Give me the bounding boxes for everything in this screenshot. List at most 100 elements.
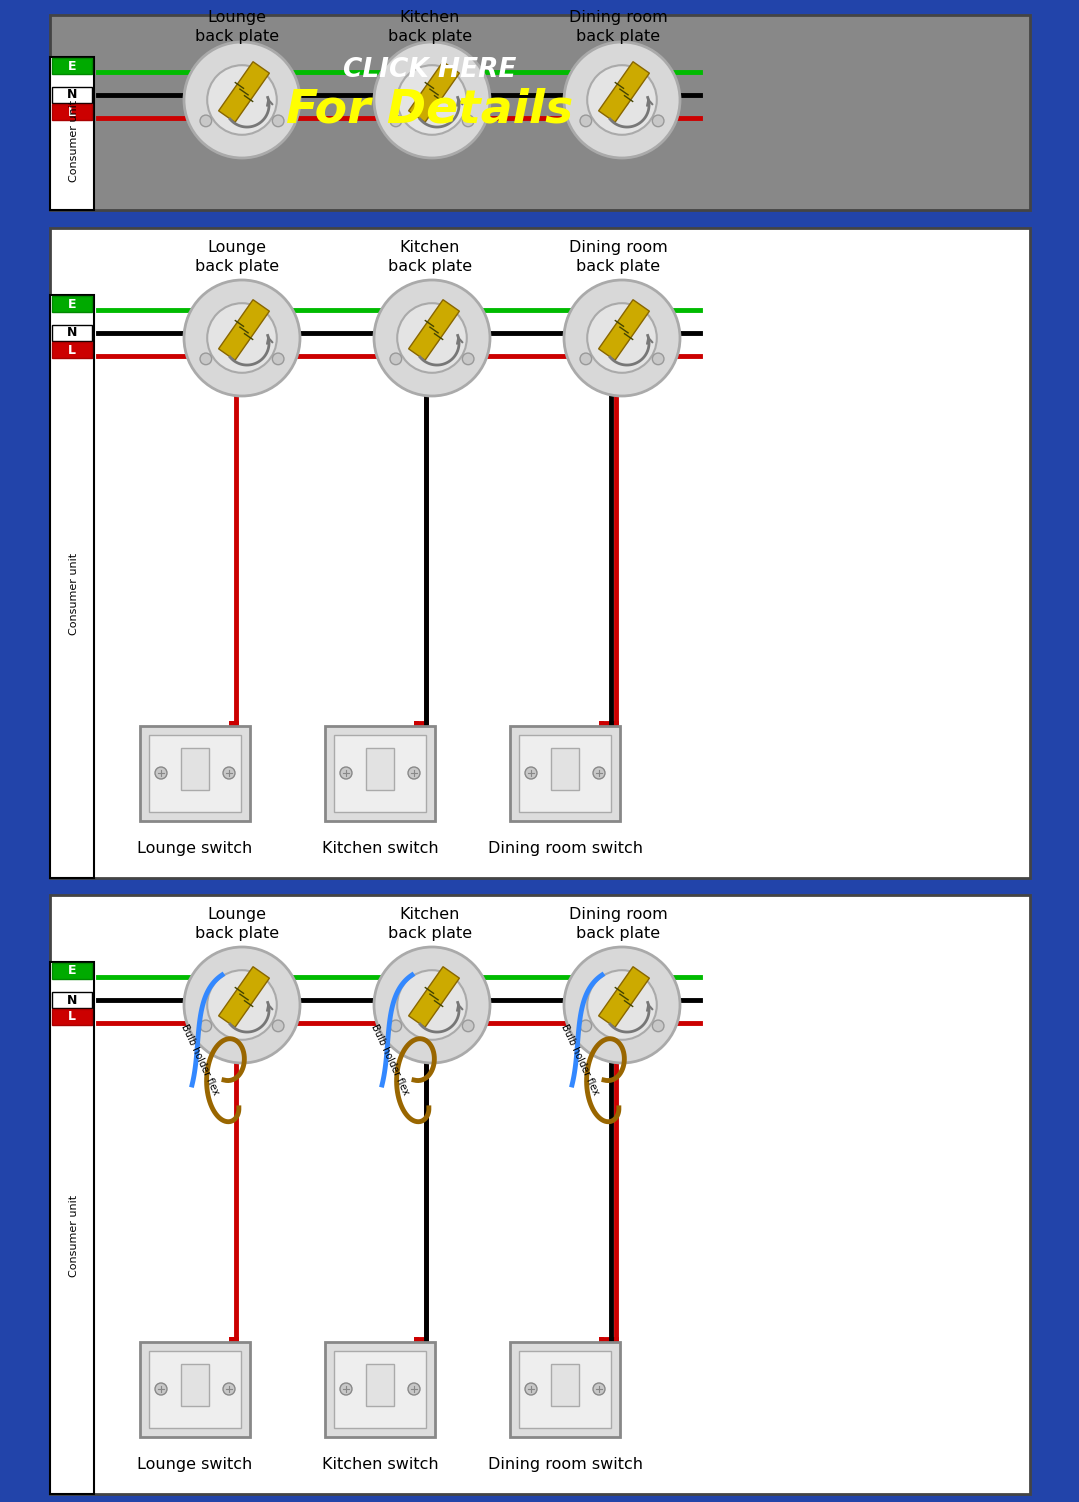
Text: L: L [68, 344, 76, 356]
Bar [325, 1341, 435, 1436]
Text: Consumer unit: Consumer unit [69, 1194, 79, 1277]
Polygon shape [409, 967, 460, 1027]
Text: Lounge
back plate: Lounge back plate [195, 11, 279, 44]
Text: E: E [68, 60, 77, 72]
Polygon shape [219, 967, 270, 1027]
Circle shape [390, 116, 401, 126]
Circle shape [235, 93, 249, 107]
Bar [140, 725, 250, 820]
Text: Bulb holder flex: Bulb holder flex [559, 1023, 601, 1096]
Circle shape [653, 116, 664, 126]
Bar [52, 324, 92, 341]
Circle shape [653, 1020, 664, 1032]
Bar [50, 57, 94, 210]
Circle shape [200, 116, 211, 126]
Text: Lounge switch: Lounge switch [137, 1457, 252, 1472]
Bar [334, 1350, 426, 1427]
Circle shape [200, 353, 211, 365]
Circle shape [185, 42, 300, 158]
Text: L: L [68, 105, 76, 119]
Circle shape [223, 1383, 235, 1395]
Circle shape [340, 1383, 352, 1395]
Circle shape [155, 1383, 167, 1395]
Text: E: E [68, 964, 77, 978]
Polygon shape [599, 300, 650, 360]
Bar [366, 1364, 394, 1406]
Circle shape [374, 946, 490, 1063]
Text: Dining room switch: Dining room switch [488, 841, 642, 856]
Circle shape [155, 768, 167, 780]
Text: N: N [67, 89, 78, 102]
Bar [52, 1009, 92, 1024]
Bar [52, 59, 92, 74]
Text: Lounge
back plate: Lounge back plate [195, 240, 279, 273]
Circle shape [408, 1383, 420, 1395]
Circle shape [615, 93, 629, 107]
Bar [551, 1364, 579, 1406]
Bar [52, 342, 92, 357]
Bar [50, 15, 1030, 210]
Circle shape [564, 42, 680, 158]
Circle shape [587, 970, 657, 1039]
Bar [510, 1341, 620, 1436]
Circle shape [564, 279, 680, 397]
Circle shape [235, 997, 249, 1012]
Circle shape [463, 116, 474, 126]
Bar [52, 963, 92, 979]
Text: Lounge switch: Lounge switch [137, 841, 252, 856]
Circle shape [525, 1383, 537, 1395]
Text: Lounge
back plate: Lounge back plate [195, 907, 279, 940]
Text: Dining room switch: Dining room switch [488, 1457, 642, 1472]
Circle shape [272, 353, 284, 365]
Polygon shape [409, 62, 460, 122]
Bar [334, 734, 426, 811]
Text: Kitchen switch: Kitchen switch [322, 1457, 438, 1472]
Bar [50, 895, 1030, 1494]
Circle shape [463, 1020, 474, 1032]
Text: For Details: For Details [286, 87, 574, 132]
Text: N: N [67, 993, 78, 1006]
Circle shape [587, 65, 657, 135]
Text: Kitchen
back plate: Kitchen back plate [388, 907, 473, 940]
Circle shape [593, 1383, 605, 1395]
Circle shape [223, 768, 235, 780]
Circle shape [207, 303, 277, 372]
Circle shape [653, 353, 664, 365]
Bar [140, 1341, 250, 1436]
Text: Consumer unit: Consumer unit [69, 553, 79, 635]
Text: L: L [68, 1011, 76, 1023]
Circle shape [390, 353, 401, 365]
Circle shape [581, 116, 591, 126]
Bar [50, 228, 1030, 879]
Circle shape [397, 303, 467, 372]
Circle shape [615, 997, 629, 1012]
Bar [52, 296, 92, 312]
Bar [52, 87, 92, 104]
Circle shape [200, 1020, 211, 1032]
Text: Consumer unit: Consumer unit [69, 101, 79, 182]
Circle shape [207, 65, 277, 135]
Text: CLICK HERE: CLICK HERE [343, 57, 517, 83]
Bar [149, 734, 241, 811]
Circle shape [207, 970, 277, 1039]
Bar [50, 294, 94, 879]
Circle shape [340, 768, 352, 780]
Circle shape [525, 768, 537, 780]
Circle shape [235, 330, 249, 345]
Text: N: N [67, 326, 78, 339]
Circle shape [408, 768, 420, 780]
Circle shape [615, 330, 629, 345]
Circle shape [463, 353, 474, 365]
Bar [149, 1350, 241, 1427]
Text: Kitchen
back plate: Kitchen back plate [388, 240, 473, 273]
Bar [181, 748, 209, 790]
Bar [519, 1350, 611, 1427]
Circle shape [374, 42, 490, 158]
Circle shape [564, 946, 680, 1063]
Bar [510, 725, 620, 820]
Circle shape [185, 279, 300, 397]
Bar [181, 1364, 209, 1406]
Circle shape [587, 303, 657, 372]
Circle shape [425, 93, 439, 107]
Polygon shape [409, 300, 460, 360]
